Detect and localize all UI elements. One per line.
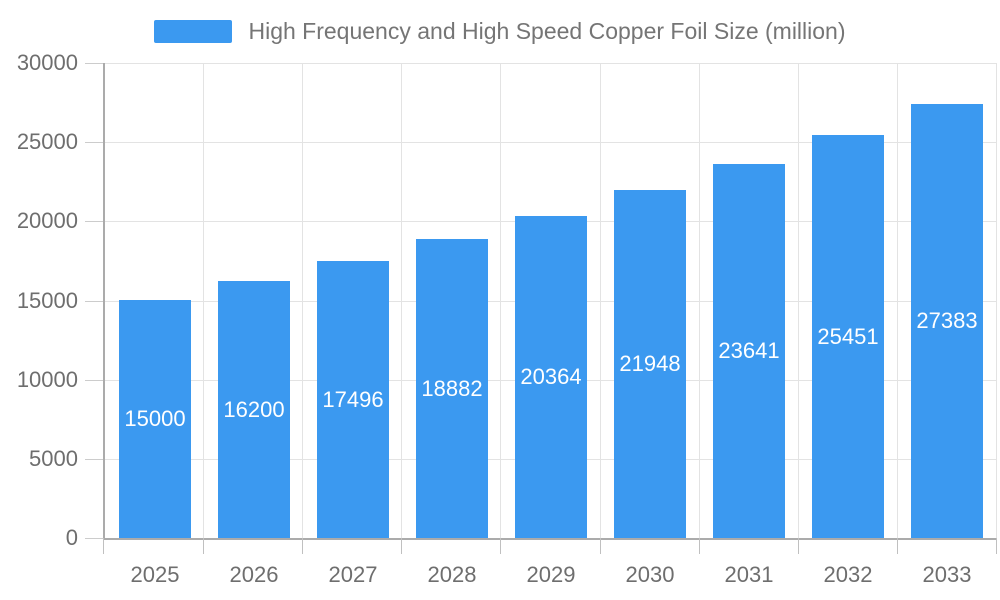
x-axis-label: 2031 — [724, 562, 774, 587]
bar-value-label: 18882 — [421, 375, 483, 401]
x-axis-tick — [600, 538, 601, 554]
x-axis-tick — [401, 538, 402, 554]
x-axis-label: 2030 — [625, 562, 675, 587]
plot-area: 0 5000 10000 15000 20000 25000 30000 15000 2025 1… — [17, 51, 997, 587]
bar-2028: 18882 — [416, 239, 488, 538]
y-gridline — [105, 63, 997, 64]
x-axis-tick — [500, 538, 501, 554]
x-gridline — [798, 63, 799, 538]
legend-label: High Frequency and High Speed Copper Foi… — [248, 17, 846, 44]
x-axis-label: 2032 — [823, 562, 873, 587]
y-axis-tick — [85, 458, 103, 460]
bar-2026: 16200 — [218, 281, 290, 538]
x-axis-label: 2029 — [526, 562, 576, 587]
y-axis-tick — [85, 63, 103, 64]
x-gridline — [302, 63, 303, 538]
bar-value-label: 27383 — [916, 308, 978, 333]
legend-swatch — [154, 19, 233, 43]
x-axis-label: 2026 — [229, 562, 279, 587]
bar-2030: 21948 — [614, 190, 686, 538]
bar-2031: 23641 — [713, 164, 785, 538]
y-axis-label: 5000 — [29, 445, 78, 471]
bar-2029: 20364 — [515, 216, 587, 538]
y-axis-label: 10000 — [16, 366, 78, 392]
bar-2027: 17496 — [317, 261, 389, 538]
bar-value-label: 23641 — [718, 338, 780, 363]
x-axis-tick — [996, 538, 997, 554]
x-gridline — [600, 63, 601, 538]
bar-value-label: 25451 — [817, 323, 879, 349]
x-axis-tick — [302, 538, 303, 554]
x-gridline — [203, 63, 204, 538]
bar-value-label: 15000 — [124, 406, 186, 431]
x-gridline — [699, 63, 700, 538]
x-axis-label: 2033 — [922, 562, 972, 587]
x-gridline — [897, 63, 898, 538]
x-axis-tick — [203, 538, 204, 554]
x-gridline — [996, 63, 997, 538]
x-gridline — [500, 63, 501, 538]
y-axis-tick — [85, 300, 103, 302]
bar-value-label: 20364 — [520, 364, 582, 389]
x-axis-tick — [699, 538, 700, 554]
y-axis-tick — [85, 538, 103, 539]
y-gridline — [105, 142, 997, 144]
bar-2025: 15000 — [119, 300, 191, 538]
y-axis-label: 15000 — [16, 287, 78, 313]
y-axis-label: 25000 — [16, 129, 78, 155]
bar-value-label: 21948 — [619, 351, 681, 376]
legend-item[interactable]: High Frequency and High Speed Copper Foi… — [0, 12, 1000, 50]
y-axis-label: 30000 — [16, 50, 78, 75]
x-axis-label: 2028 — [427, 562, 477, 587]
x-axis-tick — [798, 538, 799, 554]
bar-value-label: 17496 — [322, 386, 384, 412]
y-axis-tick — [85, 379, 103, 381]
x-axis-label: 2025 — [130, 562, 180, 587]
y-axis-tick — [85, 221, 103, 223]
x-axis-tick — [897, 538, 898, 554]
bar-value-label: 16200 — [223, 396, 285, 422]
x-axis-label: 2027 — [328, 562, 378, 587]
x-gridline — [401, 63, 402, 538]
y-axis-tick — [85, 142, 103, 144]
x-axis-tick — [103, 538, 104, 554]
y-axis-label: 0 — [65, 525, 78, 550]
bar-2032: 25451 — [812, 135, 884, 538]
y-axis-label: 20000 — [16, 208, 78, 234]
bar-2033: 27383 — [911, 104, 983, 538]
